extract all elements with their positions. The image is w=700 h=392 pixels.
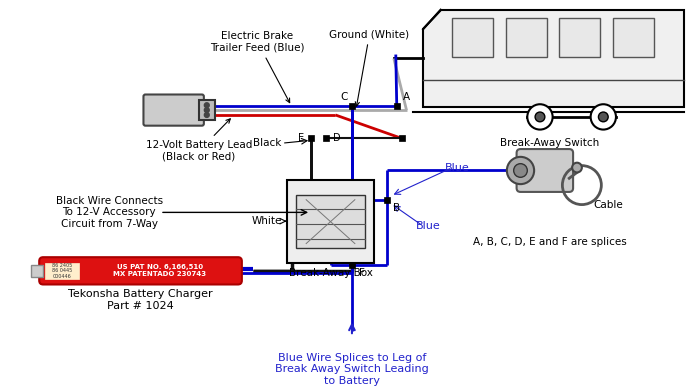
FancyBboxPatch shape bbox=[517, 149, 573, 192]
Text: D: D bbox=[333, 133, 341, 143]
Text: A: A bbox=[403, 93, 410, 102]
Bar bbox=[45, 263, 79, 279]
Circle shape bbox=[204, 103, 209, 108]
Text: Black Wire Connects
To 12-V Accessory
Circuit from 7-Way: Black Wire Connects To 12-V Accessory Ci… bbox=[56, 196, 163, 229]
Bar bbox=[323, 135, 328, 141]
Text: Blue Wire Splices to Leg of
Break Away Switch Leading
to Battery: Blue Wire Splices to Leg of Break Away S… bbox=[275, 353, 429, 386]
Polygon shape bbox=[423, 10, 684, 107]
Circle shape bbox=[507, 157, 534, 184]
Text: F: F bbox=[359, 268, 365, 278]
Bar bbox=[399, 135, 405, 141]
Bar bbox=[308, 135, 314, 141]
Text: E: E bbox=[298, 133, 304, 143]
Bar bbox=[506, 18, 547, 56]
Bar bbox=[32, 265, 43, 277]
Text: White: White bbox=[251, 216, 282, 226]
Bar bbox=[394, 103, 400, 109]
Text: Blue: Blue bbox=[416, 221, 440, 231]
Bar bbox=[199, 100, 215, 120]
Text: Electric Brake
Trailer Feed (Blue): Electric Brake Trailer Feed (Blue) bbox=[210, 31, 304, 103]
Bar bbox=[296, 195, 365, 249]
Circle shape bbox=[535, 112, 545, 122]
Text: US PAT NO. 6,166,510
MX PATENTADO 230743: US PAT NO. 6,166,510 MX PATENTADO 230743 bbox=[113, 264, 206, 277]
Text: B: B bbox=[393, 203, 400, 212]
Text: Tekonsha Battery Charger
Part # 1024: Tekonsha Battery Charger Part # 1024 bbox=[68, 289, 213, 311]
Bar bbox=[349, 103, 355, 109]
Circle shape bbox=[591, 104, 616, 130]
Bar bbox=[287, 180, 375, 263]
Text: 86 2405
86 0445
000446: 86 2405 86 0445 000446 bbox=[52, 263, 72, 279]
Bar bbox=[559, 18, 601, 56]
Bar bbox=[384, 197, 390, 203]
Text: Break-Away Box: Break-Away Box bbox=[288, 268, 372, 278]
Text: A, B, C, D, E and F are splices: A, B, C, D, E and F are splices bbox=[473, 237, 626, 247]
FancyBboxPatch shape bbox=[144, 94, 204, 126]
Circle shape bbox=[204, 113, 209, 117]
Circle shape bbox=[527, 104, 552, 130]
Text: Ground (White): Ground (White) bbox=[330, 29, 410, 106]
FancyBboxPatch shape bbox=[39, 257, 242, 285]
Text: 12-Volt Battery Lead
(Black or Red): 12-Volt Battery Lead (Black or Red) bbox=[146, 119, 252, 162]
Bar bbox=[452, 18, 493, 56]
Circle shape bbox=[572, 163, 582, 172]
Text: Blue: Blue bbox=[444, 163, 470, 172]
Text: Black: Black bbox=[253, 138, 282, 148]
Text: C: C bbox=[340, 93, 348, 102]
Bar bbox=[349, 262, 355, 268]
Circle shape bbox=[204, 108, 209, 113]
Text: Break-Away Switch: Break-Away Switch bbox=[500, 138, 599, 148]
Circle shape bbox=[598, 112, 608, 122]
Text: Cable: Cable bbox=[594, 200, 623, 210]
Circle shape bbox=[514, 164, 527, 177]
Bar bbox=[613, 18, 654, 56]
